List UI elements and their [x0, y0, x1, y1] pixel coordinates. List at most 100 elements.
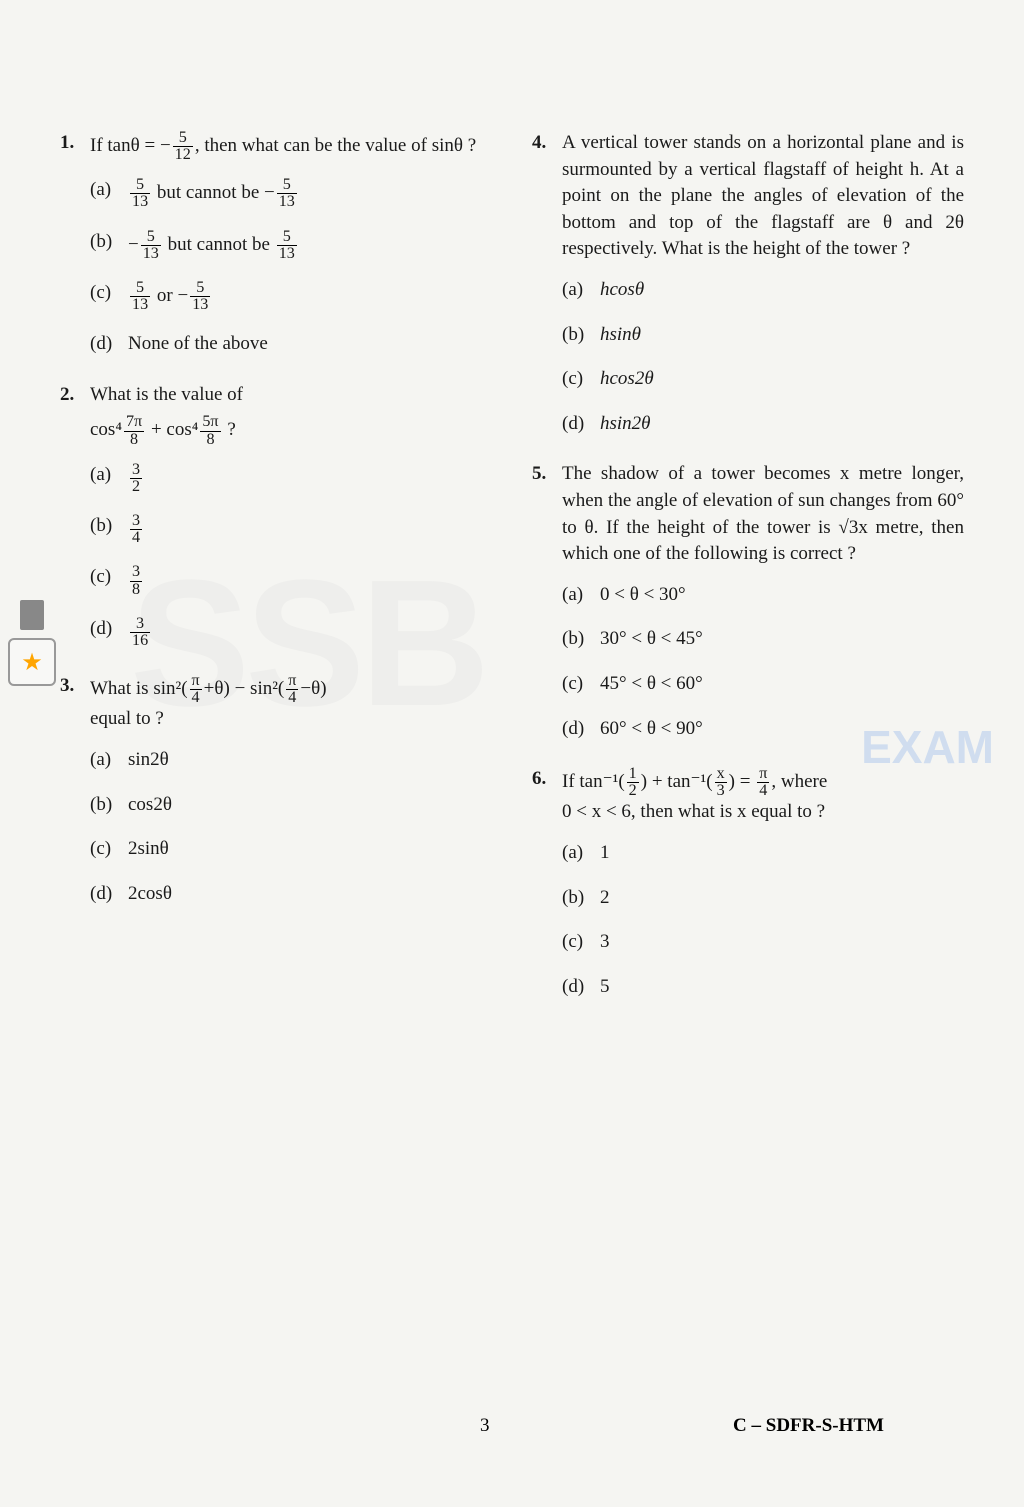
- q5d-text: 60° < θ < 90°: [600, 716, 964, 743]
- q2d-text: 316: [128, 616, 492, 649]
- q5b-label: (b): [562, 626, 590, 653]
- q6d-text: 5: [600, 974, 964, 1001]
- question-2: 2. What is the value of cos⁴7π8 + cos⁴5π…: [60, 382, 492, 649]
- q1-option-d: (d) None of the above: [90, 331, 492, 358]
- q4b-label: (b): [562, 322, 590, 349]
- q1-option-b: (b) −513 but cannot be 513: [90, 229, 492, 262]
- q3c-text: 2sinθ: [128, 836, 492, 863]
- q2-option-d: (d) 316: [90, 616, 492, 649]
- q2b-text: 34: [128, 513, 492, 546]
- q1-option-a: (a) 513 but cannot be −513: [90, 177, 492, 210]
- q1-number: 1.: [60, 130, 82, 163]
- content-columns: 1. If tanθ = −512, then what can be the …: [60, 130, 964, 1024]
- q6-option-b: (b)2: [562, 885, 964, 912]
- right-column: 4. A vertical tower stands on a horizont…: [532, 130, 964, 1024]
- q1c-text: 513 or −513: [128, 280, 492, 313]
- q3-option-a: (a) sin2θ: [90, 747, 492, 774]
- q1b-text: −513 but cannot be 513: [128, 229, 492, 262]
- q3-body: What is sin²(π4+θ) − sin²(π4−θ) equal to…: [90, 673, 492, 733]
- q2d-label: (d): [90, 616, 118, 649]
- q2c-label: (c): [90, 564, 118, 597]
- q4c-text: hcos2θ: [600, 366, 964, 393]
- q6c-label: (c): [562, 929, 590, 956]
- q6d-label: (d): [562, 974, 590, 1001]
- q2a-label: (a): [90, 462, 118, 495]
- q5-number: 5.: [532, 461, 554, 567]
- question-5: 5. The shadow of a tower becomes x metre…: [532, 461, 964, 742]
- q5-option-b: (b)30° < θ < 45°: [562, 626, 964, 653]
- exam-code: C – SDFR-S-HTM: [733, 1415, 884, 1437]
- q1a-text: 513 but cannot be −513: [128, 177, 492, 210]
- q2c-text: 38: [128, 564, 492, 597]
- q5a-label: (a): [562, 582, 590, 609]
- q4-number: 4.: [532, 130, 554, 263]
- q3b-label: (b): [90, 792, 118, 819]
- question-6: 6. If tan⁻¹(12) + tan⁻¹(x3) = π4, where …: [532, 766, 964, 1000]
- q4a-label: (a): [562, 277, 590, 304]
- q5-option-a: (a) 0 < θ < 30°: [562, 582, 964, 609]
- q3-option-c: (c) 2sinθ: [90, 836, 492, 863]
- q2-option-b: (b) 34: [90, 513, 492, 546]
- q6-options: (a) 1 (b)2 (c) 3 (d) 5: [532, 840, 964, 1000]
- q2-expr: cos⁴7π8 + cos⁴5π8 ?: [90, 414, 492, 447]
- q2-option-c: (c) 38: [90, 564, 492, 597]
- question-3: 3. What is sin²(π4+θ) − sin²(π4−θ) equal…: [60, 673, 492, 907]
- q4d-text: hsin2θ: [600, 411, 964, 438]
- left-column: 1. If tanθ = −512, then what can be the …: [60, 130, 492, 1024]
- q4a-text: hcosθ: [600, 277, 964, 304]
- q2-text: What is the value of: [90, 382, 492, 409]
- q3d-label: (d): [90, 881, 118, 908]
- q3a-text: sin2θ: [128, 747, 492, 774]
- q2-options: (a) 32 (b) 34 (c) 38 (d) 316: [60, 462, 492, 649]
- q1-option-c: (c) 513 or −513: [90, 280, 492, 313]
- q4c-label: (c): [562, 366, 590, 393]
- q6-text-post: 0 < x < 6, then what is x equal to ?: [562, 799, 964, 826]
- page-number: 3: [480, 1415, 490, 1437]
- q4-option-c: (c) hcos2θ: [562, 366, 964, 393]
- q3b-text: cos2θ: [128, 792, 492, 819]
- q6b-label: (b): [562, 885, 590, 912]
- q2-body: What is the value of cos⁴7π8 + cos⁴5π8 ?: [90, 382, 492, 448]
- q5-options: (a) 0 < θ < 30° (b)30° < θ < 45° (c)45° <…: [532, 582, 964, 742]
- q3-text-post: equal to ?: [90, 706, 492, 733]
- q4-option-d: (d)hsin2θ: [562, 411, 964, 438]
- q3c-label: (c): [90, 836, 118, 863]
- q5-body: The shadow of a tower becomes x metre lo…: [562, 461, 964, 567]
- q2-number: 2.: [60, 382, 82, 448]
- q6-option-d: (d) 5: [562, 974, 964, 1001]
- q5-option-d: (d) 60° < θ < 90°: [562, 716, 964, 743]
- star-icon: ★: [8, 638, 56, 686]
- q4-body: A vertical tower stands on a horizontal …: [562, 130, 964, 263]
- q3-options: (a) sin2θ (b) cos2θ (c) 2sinθ (d) 2cosθ: [60, 747, 492, 907]
- q3a-label: (a): [90, 747, 118, 774]
- q6c-text: 3: [600, 929, 964, 956]
- q1d-label: (d): [90, 331, 118, 358]
- q1-frac: 512: [173, 130, 193, 163]
- q1-body: If tanθ = −512, then what can be the val…: [90, 130, 492, 163]
- q1-theta: θ: [131, 135, 140, 156]
- q1-text-pre: If tan: [90, 135, 131, 156]
- q5d-label: (d): [562, 716, 590, 743]
- q3d-text: 2cosθ: [128, 881, 492, 908]
- q4b-text: hsinθ: [600, 322, 964, 349]
- q1a-label: (a): [90, 177, 118, 210]
- q1-eq: = −: [140, 135, 171, 156]
- q1c-label: (c): [90, 280, 118, 313]
- q6-option-a: (a) 1: [562, 840, 964, 867]
- q6a-label: (a): [562, 840, 590, 867]
- page-footer: 3 C – SDFR-S-HTM: [0, 1415, 1024, 1437]
- exam-page: SSB EXAM ★ 1. If tanθ = −512, then what …: [0, 0, 1024, 1507]
- q4-option-b: (b) hsinθ: [562, 322, 964, 349]
- q5a-text: 0 < θ < 30°: [600, 582, 964, 609]
- side-icons: ★: [8, 600, 56, 686]
- q6a-text: 1: [600, 840, 964, 867]
- q6-option-c: (c) 3: [562, 929, 964, 956]
- q1-text-post: , then what can be the value of sinθ ?: [195, 135, 476, 156]
- q3-option-d: (d) 2cosθ: [90, 881, 492, 908]
- q5c-label: (c): [562, 671, 590, 698]
- question-4: 4. A vertical tower stands on a horizont…: [532, 130, 964, 437]
- q2b-label: (b): [90, 513, 118, 546]
- q1b-label: (b): [90, 229, 118, 262]
- q5-option-c: (c)45° < θ < 60°: [562, 671, 964, 698]
- q3-option-b: (b) cos2θ: [90, 792, 492, 819]
